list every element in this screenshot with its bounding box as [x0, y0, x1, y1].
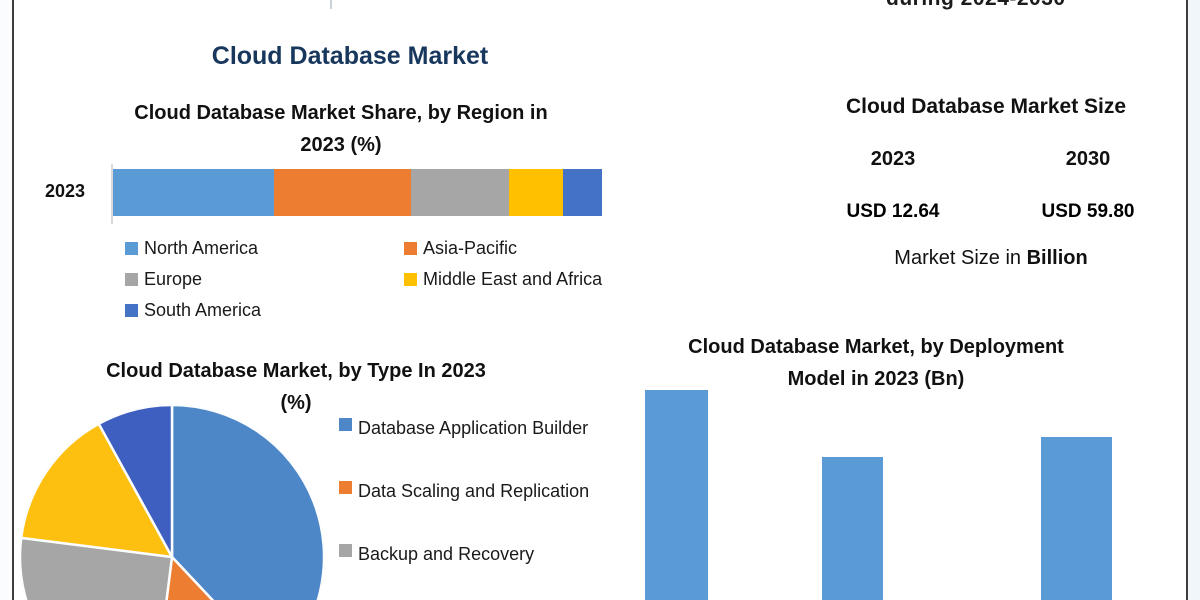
market-size-value-2030: USD 59.80	[1041, 201, 1135, 222]
cropped-border-artifact	[330, 0, 332, 9]
region-chart-title: Cloud Database Market Share, by Region i…	[111, 97, 571, 161]
region-chart-title-line2: 2023 (%)	[300, 134, 382, 156]
legend-label-middle-east-africa: Middle East and Africa	[423, 269, 603, 289]
legend-label-asia-pacific: Asia-Pacific	[423, 238, 518, 258]
region-bar-segment-1	[274, 169, 412, 216]
legend-marker-asia-pacific	[404, 242, 417, 255]
deployment-bar-1	[645, 390, 708, 600]
market-size-caption-prefix: Market Size in	[894, 247, 1022, 269]
legend-label-backup-recovery: Backup and Recovery	[358, 544, 535, 564]
legend-marker-south-america	[125, 304, 138, 317]
legend-item-europe: Europe	[125, 269, 202, 289]
pie-slice-0	[170, 403, 326, 600]
deployment-bar-3	[1041, 437, 1112, 600]
legend-item-data-scaling-replication: Data Scaling and Replication	[339, 475, 593, 507]
market-size-value-2023: USD 12.64	[846, 201, 940, 222]
legend-item-asia-pacific: Asia-Pacific	[404, 238, 517, 258]
market-size-year-2023: 2023	[870, 148, 916, 170]
legend-item-middle-east-africa: Middle East and Africa	[404, 269, 602, 289]
page-right-border	[1186, 0, 1188, 600]
region-bar-segment-2	[411, 169, 510, 216]
market-size-caption: Market Size in Billion	[791, 247, 1191, 270]
region-bar-segment-0	[113, 169, 275, 216]
cropped-headline-text: during 2024-2030	[886, 0, 1196, 11]
region-chart-category-label: 2023	[44, 181, 86, 201]
type-chart-title-line1: Cloud Database Market, by Type In 2023	[106, 360, 486, 382]
page-title: Cloud Database Market	[211, 42, 489, 70]
legend-marker-backup-recovery	[339, 544, 352, 557]
legend-marker-data-scaling-replication	[339, 481, 352, 494]
deployment-bar-2	[822, 457, 883, 600]
market-size-year-2030: 2030	[1065, 148, 1111, 170]
legend-label-database-application-builder: Database Application Builder	[358, 418, 589, 438]
deployment-chart-title-line1: Cloud Database Market, by Deployment	[688, 336, 1064, 358]
left-margin-strip	[0, 0, 12, 600]
legend-item-database-application-builder: Database Application Builder	[339, 412, 593, 444]
type-chart-title: Cloud Database Market, by Type In 2023 (…	[66, 355, 526, 419]
legend-marker-database-application-builder	[339, 418, 352, 431]
region-stacked-bar	[113, 169, 602, 216]
legend-marker-europe	[125, 273, 138, 286]
pie-slice-2	[18, 536, 174, 600]
pie-slice-4	[97, 403, 174, 559]
region-chart-axis-line	[111, 164, 113, 224]
legend-label-data-scaling-replication: Data Scaling and Replication	[358, 481, 590, 501]
legend-label-south-america: South America	[144, 300, 262, 320]
page-left-border	[12, 0, 14, 600]
legend-marker-north-america	[125, 242, 138, 255]
region-bar-segment-3	[509, 169, 563, 216]
right-margin-strip	[1188, 0, 1200, 600]
pie-slice-1	[165, 555, 215, 600]
pie-slice-3	[19, 422, 174, 559]
deployment-chart-title-line2: Model in 2023 (Bn)	[787, 368, 965, 390]
legend-label-north-america: North America	[144, 238, 259, 258]
market-size-title: Cloud Database Market Size	[845, 95, 1127, 118]
deployment-chart-title: Cloud Database Market, by Deployment Mod…	[646, 331, 1106, 395]
legend-item-south-america: South America	[125, 300, 261, 320]
market-size-caption-bold: Billion	[1026, 247, 1088, 269]
legend-label-europe: Europe	[144, 269, 203, 289]
legend-item-north-america: North America	[125, 238, 258, 258]
legend-marker-middle-east-africa	[404, 273, 417, 286]
region-chart-title-line1: Cloud Database Market Share, by Region i…	[134, 102, 548, 124]
legend-item-backup-recovery: Backup and Recovery	[339, 538, 593, 570]
region-bar-segment-4	[562, 169, 602, 216]
